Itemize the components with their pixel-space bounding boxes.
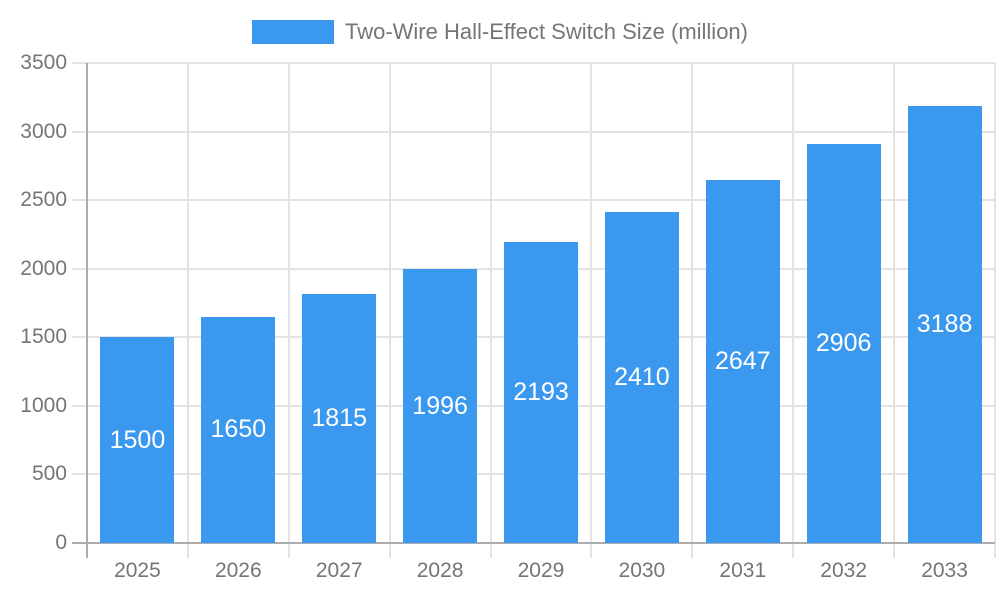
x-tick-label: 2032 bbox=[820, 559, 868, 582]
legend: Two-Wire Hall-Effect Switch Size (millio… bbox=[0, 18, 1000, 46]
bar-2028[interactable]: 1996 bbox=[403, 269, 478, 543]
y-tick-label: 2000 bbox=[20, 256, 67, 280]
x-tick-label: 2030 bbox=[618, 559, 666, 582]
h-gridline bbox=[72, 199, 995, 202]
x-tick-label: 2028 bbox=[416, 559, 464, 582]
x-tick-label: 2031 bbox=[719, 559, 767, 582]
y-axis-line bbox=[86, 63, 88, 558]
bar-value-label: 1996 bbox=[412, 391, 468, 420]
v-gridline bbox=[287, 63, 290, 558]
v-gridline bbox=[994, 63, 996, 558]
v-gridline bbox=[792, 63, 795, 558]
y-tick-label: 0 bbox=[55, 531, 67, 554]
bar-value-label: 2193 bbox=[513, 378, 569, 407]
x-tick-label: 2027 bbox=[315, 559, 363, 582]
bar-value-label: 1500 bbox=[109, 425, 166, 454]
bar-2027[interactable]: 1815 bbox=[302, 294, 377, 543]
bar-2033[interactable]: 3188 bbox=[907, 105, 982, 543]
bar-2029[interactable]: 2193 bbox=[504, 242, 578, 543]
legend-label: Two-Wire Hall-Effect Switch Size (millio… bbox=[344, 19, 748, 44]
bar-value-label: 1815 bbox=[311, 404, 368, 433]
y-tick-label: 1500 bbox=[20, 325, 67, 349]
bar-value-label: 2647 bbox=[714, 346, 771, 375]
x-tick-label: 2029 bbox=[517, 559, 565, 582]
bar-2025[interactable]: 1500 bbox=[100, 337, 175, 543]
x-axis-line bbox=[72, 542, 995, 544]
y-tick-label: 1000 bbox=[20, 393, 67, 417]
x-tick-label: 2025 bbox=[114, 559, 161, 582]
x-tick-label: 2026 bbox=[214, 559, 262, 582]
bar-2030[interactable]: 2410 bbox=[604, 212, 679, 543]
bar-2032[interactable]: 2906 bbox=[806, 144, 881, 543]
h-gridline bbox=[72, 130, 995, 133]
y-tick-label: 3000 bbox=[20, 119, 67, 143]
bar-value-label: 2410 bbox=[614, 363, 670, 392]
legend-item[interactable]: Two-Wire Hall-Effect Switch Size (millio… bbox=[251, 19, 748, 45]
h-gridline bbox=[72, 62, 995, 64]
v-gridline bbox=[691, 63, 694, 558]
bar-2026[interactable]: 1650 bbox=[201, 316, 276, 543]
v-gridline bbox=[186, 63, 189, 558]
y-tick-label: 3500 bbox=[20, 51, 67, 74]
v-gridline bbox=[489, 63, 492, 558]
v-gridline bbox=[590, 63, 593, 558]
legend-swatch bbox=[251, 20, 334, 44]
bar-2031[interactable]: 2647 bbox=[705, 179, 780, 543]
y-tick-label: 2500 bbox=[20, 188, 67, 212]
y-tick-label: 500 bbox=[31, 462, 67, 486]
x-tick-label: 2033 bbox=[921, 559, 968, 582]
bar-value-label: 3188 bbox=[916, 309, 973, 338]
v-gridline bbox=[388, 63, 391, 558]
v-gridline bbox=[893, 63, 896, 558]
bar-value-label: 2906 bbox=[815, 329, 872, 358]
bar-value-label: 1650 bbox=[210, 415, 267, 444]
